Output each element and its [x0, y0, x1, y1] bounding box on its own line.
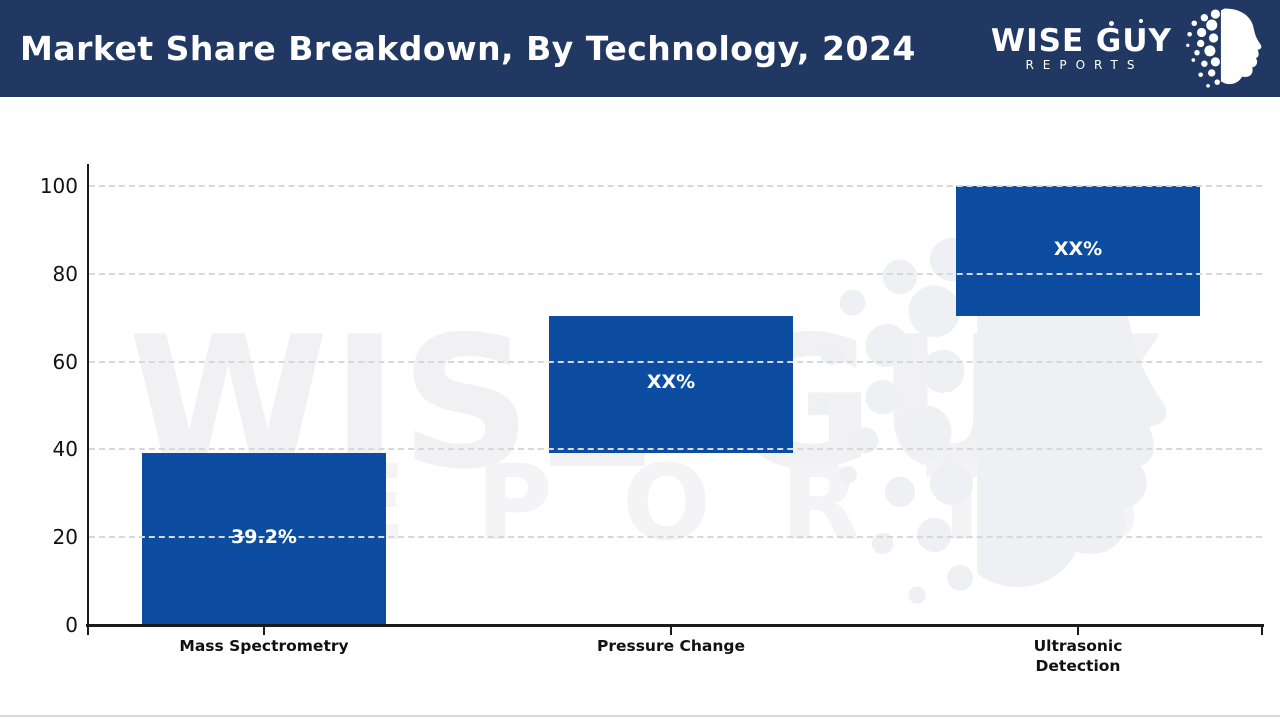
gridline — [89, 185, 1262, 187]
gridline — [89, 360, 1262, 363]
dotted-head-icon — [1186, 8, 1262, 88]
logo-subtitle: REPORTS — [1025, 57, 1144, 72]
logo-text: WISE GUY REPORTS — [990, 18, 1172, 72]
logo-dot-icon — [1138, 18, 1143, 23]
chart-area: WISE GUY REPORTS 39.2% XX% XX% 0 20 40 60 80 100… — [0, 97, 1280, 720]
logo-dot-icon — [1108, 20, 1114, 26]
x-tick-mark — [1077, 627, 1079, 635]
logo-wordmark: WISE GUY — [990, 22, 1172, 59]
y-tick-label: 40 — [52, 437, 78, 462]
category-label: Ultrasonic Detection — [1033, 637, 1123, 675]
x-axis-line — [86, 624, 1264, 627]
y-tick-label: 0 — [65, 613, 78, 637]
bar-value-label: XX% — [646, 371, 696, 394]
watermark-dotted-head-icon — [814, 233, 1167, 604]
x-tick-mark — [670, 627, 672, 635]
gridline — [89, 536, 1262, 539]
y-tick-label: 20 — [52, 525, 78, 550]
page-title: Market Share Breakdown, By Technology, 2… — [20, 29, 916, 68]
bar-value-label: XX% — [1053, 237, 1103, 260]
wise-guy-logo: WISE GUY REPORTS — [991, 7, 1266, 91]
x-tick-mark — [87, 627, 89, 635]
category-label: Mass Spectrometry — [179, 637, 349, 655]
x-tick-mark — [263, 627, 265, 635]
gridline — [89, 448, 1262, 451]
y-tick-label: 60 — [52, 349, 78, 374]
bar-segment — [549, 315, 793, 453]
y-tick-label: 100 — [39, 174, 78, 198]
header-bar: Market Share Breakdown, By Technology, 2… — [0, 0, 1280, 97]
x-tick-mark — [1261, 627, 1263, 635]
y-tick-label: 80 — [52, 261, 78, 286]
gridline — [89, 272, 1262, 275]
bar-segment — [142, 452, 386, 625]
bar-segment — [956, 186, 1200, 316]
footer-divider — [0, 715, 1280, 717]
y-axis-line — [87, 164, 89, 627]
bar-value-label: 39.2% — [231, 525, 297, 548]
category-label: Pressure Change — [596, 637, 746, 655]
